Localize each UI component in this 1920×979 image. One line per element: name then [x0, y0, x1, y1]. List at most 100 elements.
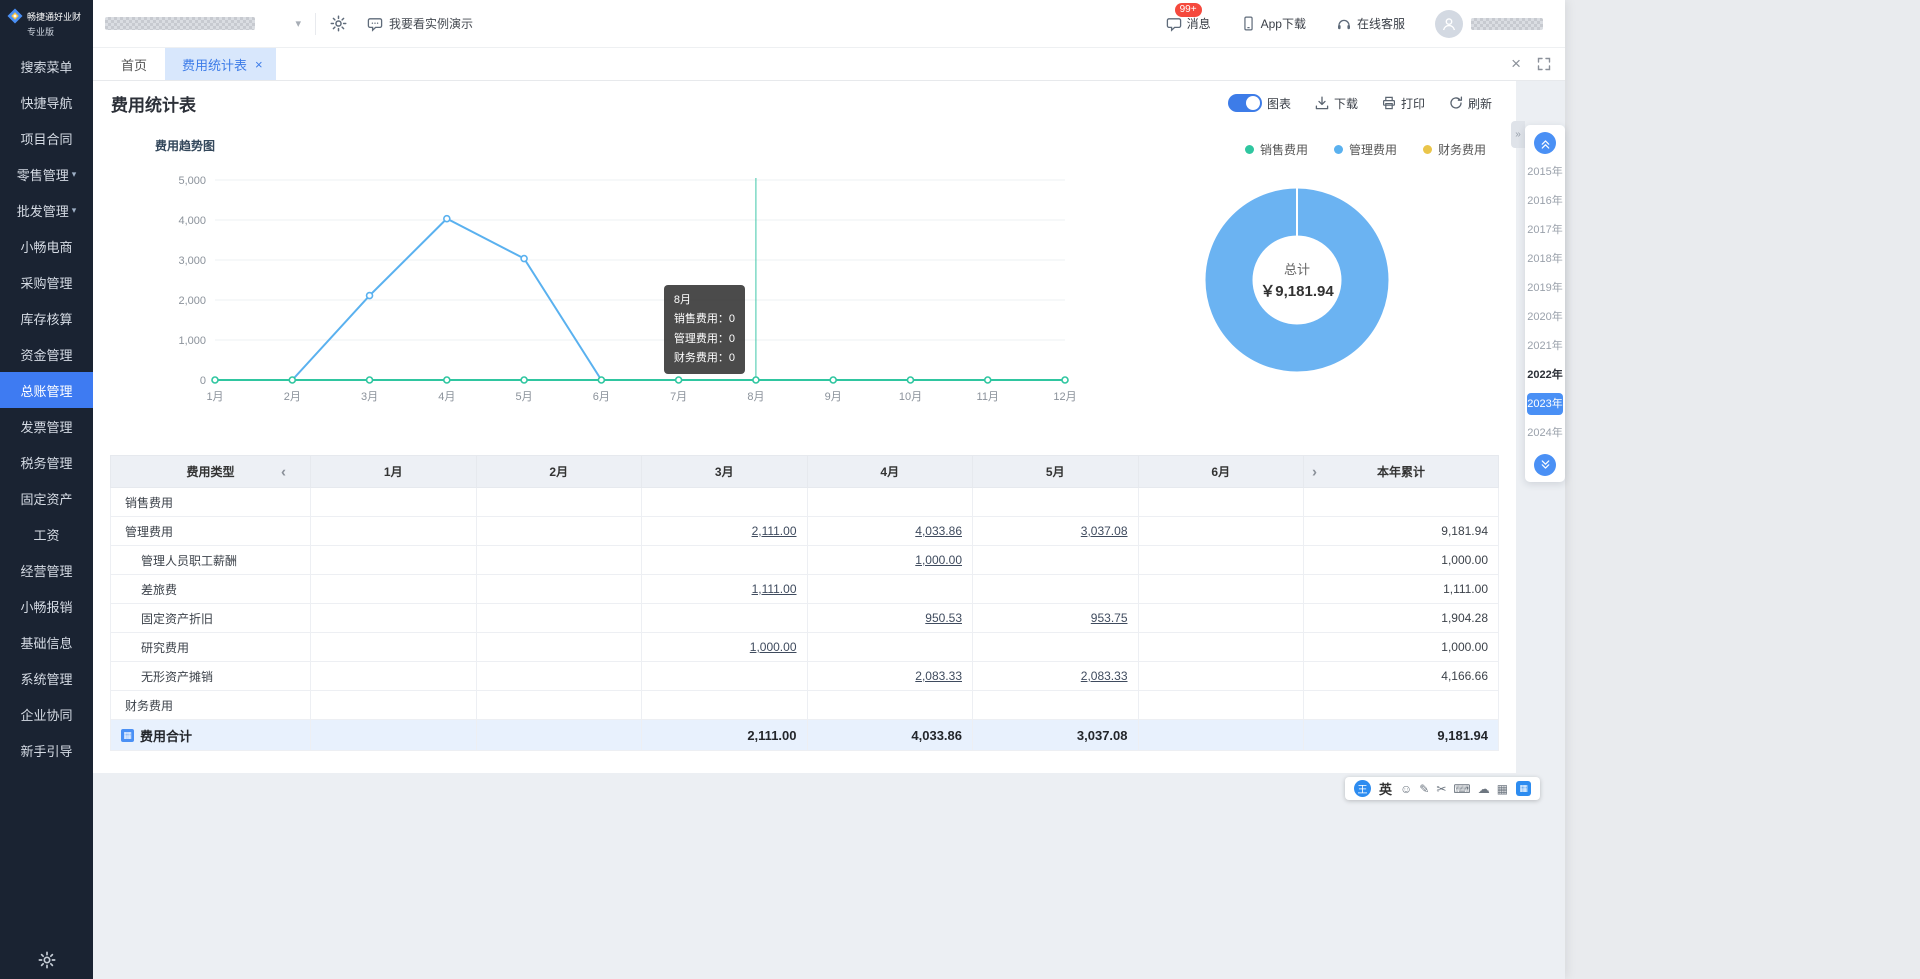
amount-link[interactable]: 1,000.00 — [915, 553, 962, 567]
legend-item[interactable]: 销售费用 — [1244, 141, 1308, 158]
grid-icon[interactable]: ▦ — [1496, 781, 1509, 796]
svg-text:8月: 8月 — [747, 391, 764, 403]
sidebar-item-10[interactable]: 总账管理 — [0, 372, 93, 408]
page-title: 费用统计表 — [111, 95, 196, 115]
print-button[interactable]: 打印 — [1382, 95, 1425, 112]
year-total-cell: 1,904.28 — [1303, 603, 1499, 633]
sidebar-item-20[interactable]: 新手引导 — [0, 732, 93, 768]
chart-toggle-switch[interactable] — [1227, 94, 1262, 112]
month-amount-cell: 4,033.86 — [806, 516, 973, 546]
sidebar-item-3[interactable]: 项目合同 — [0, 120, 93, 156]
pen-icon[interactable]: ✎ — [1419, 781, 1430, 796]
year-panel-collapse-handle[interactable]: » — [1511, 121, 1525, 148]
sidebar-item-label: 工资 — [33, 527, 60, 543]
refresh-button[interactable]: 刷新 — [1449, 95, 1492, 112]
sidebar-settings-gear-icon[interactable] — [0, 951, 93, 969]
amount-link[interactable]: 2,083.33 — [1080, 669, 1128, 683]
online-support-button[interactable]: 在线客服 — [1336, 15, 1405, 32]
legend-dot — [1333, 145, 1343, 154]
amount-link[interactable]: 953.75 — [1090, 611, 1128, 625]
sidebar-item-12[interactable]: 税务管理 — [0, 444, 93, 480]
cloud-icon[interactable]: ☁ — [1477, 781, 1490, 796]
year-option[interactable]: 2020年 — [1527, 311, 1563, 323]
amount-link[interactable]: 3,037.08 — [1080, 524, 1128, 538]
sidebar-item-label: 快捷导航 — [20, 95, 73, 111]
close-all-tabs-icon[interactable]: × — [1511, 54, 1521, 73]
company-selector-dropdown[interactable]: ▾ — [105, 17, 301, 30]
amount-link[interactable]: 2,111.00 — [751, 524, 797, 538]
sidebar-item-label: 基础信息 — [20, 635, 73, 651]
year-option[interactable]: 2015年 — [1527, 166, 1563, 178]
svg-text:0: 0 — [200, 375, 206, 387]
expense-type-cell: 管理人员职工薪酬 — [110, 545, 311, 575]
sidebar-item-14[interactable]: 工资 — [0, 516, 93, 552]
month-amount-cell — [1137, 632, 1304, 662]
sidebar-item-17[interactable]: 基础信息 — [0, 624, 93, 660]
amount-link[interactable]: 4,033.86 — [915, 524, 962, 538]
sidebar-item-9[interactable]: 资金管理 — [0, 336, 93, 372]
chart-toggle[interactable]: 图表 — [1227, 94, 1291, 112]
table-row: 无形资产摊销 2,083.33 2,083.33 4,166.66 — [110, 661, 1499, 691]
year-option[interactable]: 2021年 — [1527, 340, 1563, 352]
user-menu[interactable] — [1435, 9, 1543, 38]
sidebar-item-15[interactable]: 经营管理 — [0, 552, 93, 588]
month-amount-cell — [806, 690, 973, 720]
chevron-down-icon: ▾ — [295, 18, 301, 30]
legend-item[interactable]: 管理费用 — [1333, 141, 1397, 158]
sidebar-item-7[interactable]: 采购管理 — [0, 264, 93, 300]
years-scroll-up-button[interactable] — [1534, 132, 1556, 154]
sidebar-item-2[interactable]: 快捷导航 — [0, 84, 93, 120]
sidebar-item-8[interactable]: 库存核算 — [0, 300, 93, 336]
svg-text:10月: 10月 — [899, 391, 922, 403]
tab-1[interactable]: 首页 — [103, 48, 165, 80]
next-months-button[interactable]: › — [1312, 463, 1317, 480]
year-option[interactable]: 2023年 — [1527, 393, 1563, 415]
footer-year-total: 9,181.94 — [1303, 719, 1499, 751]
legend-item[interactable]: 财务费用 — [1422, 141, 1486, 158]
sidebar-item-label: 新手引导 — [20, 743, 73, 759]
scissors-icon[interactable]: ✂ — [1436, 781, 1447, 796]
svg-text:1,000: 1,000 — [178, 335, 206, 347]
month-amount-cell — [475, 603, 642, 633]
month-amount-cell — [475, 516, 642, 546]
years-scroll-down-button[interactable] — [1534, 454, 1556, 476]
messages-button[interactable]: 99+ 消息 — [1166, 3, 1211, 32]
demo-link[interactable]: 我要看实例演示 — [367, 15, 473, 32]
sidebar-item-18[interactable]: 系统管理 — [0, 660, 93, 696]
sidebar-item-6[interactable]: 小畅电商 — [0, 228, 93, 264]
ime-language-mode[interactable]: 英 — [1379, 782, 1393, 797]
tab-close-icon[interactable]: × — [255, 56, 263, 72]
app-download-button[interactable]: App下载 — [1241, 15, 1306, 32]
sidebar-item-13[interactable]: 固定资产 — [0, 480, 93, 516]
donut-total-label: 总计 — [1283, 262, 1310, 277]
sidebar-item-5[interactable]: 批发管理 ▾ — [0, 192, 93, 228]
year-option[interactable]: 2022年 — [1527, 369, 1563, 381]
sidebar-item-4[interactable]: 零售管理 ▾ — [0, 156, 93, 192]
sidebar-item-19[interactable]: 企业协同 — [0, 696, 93, 732]
amount-link[interactable]: 1,111.00 — [751, 582, 797, 596]
keyboard-icon[interactable]: ⌨ — [1453, 781, 1471, 796]
emoji-icon[interactable]: ☺ — [1400, 781, 1413, 796]
chat-icon — [1166, 16, 1182, 32]
settings-gear-icon[interactable] — [330, 15, 347, 32]
amount-link[interactable]: 1,000.00 — [749, 640, 797, 654]
ime-toolbox-icon[interactable]: ▦ — [1516, 781, 1532, 796]
previous-months-button[interactable]: ‹ — [281, 463, 286, 480]
ime-logo-icon[interactable]: 王 — [1354, 780, 1371, 797]
amount-link[interactable]: 950.53 — [925, 611, 962, 625]
year-option[interactable]: 2018年 — [1527, 253, 1563, 265]
donut-center: 总计 ￥9,181.94 — [1202, 185, 1392, 375]
year-option[interactable]: 2024年 — [1527, 427, 1563, 439]
year-option[interactable]: 2019年 — [1527, 282, 1563, 294]
download-button[interactable]: 下载 — [1315, 95, 1358, 112]
year-option[interactable]: 2016年 — [1527, 195, 1563, 207]
month-amount-cell — [310, 574, 477, 604]
tab-2[interactable]: 费用统计表 × — [165, 48, 276, 80]
sidebar-item-16[interactable]: 小畅报销 — [0, 588, 93, 624]
fullscreen-icon[interactable] — [1537, 57, 1551, 71]
sidebar-item-1[interactable]: 搜索菜单 — [0, 48, 93, 84]
year-option[interactable]: 2017年 — [1527, 224, 1563, 236]
amount-link[interactable]: 2,083.33 — [915, 669, 962, 683]
sidebar-item-11[interactable]: 发票管理 — [0, 408, 93, 444]
